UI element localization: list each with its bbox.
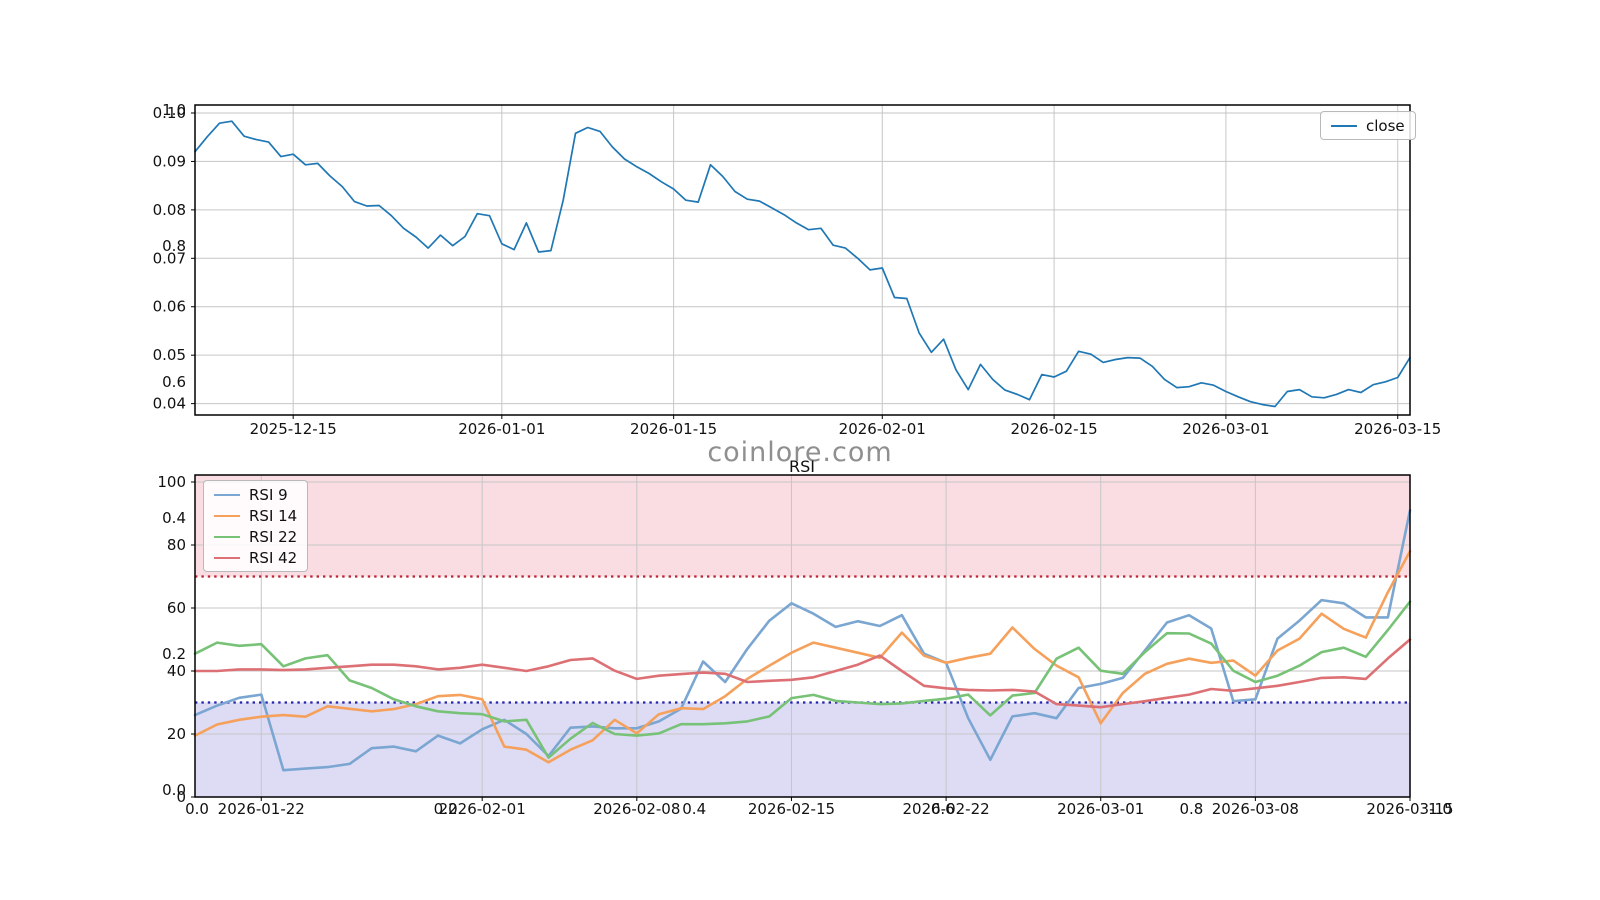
y-tick-label: 40 — [167, 662, 186, 680]
x-tick-label: 2025-12-15 — [250, 420, 337, 438]
x-tick-label: 2026-02-22 — [902, 800, 989, 818]
overlay-axis: 1.0 0.8 0.6 0.4 0.2 0.00.0 0.2 0.4 0.6 0.8 1.0 — [162, 101, 1452, 818]
plot-border — [194, 474, 1411, 798]
legend-row-rsi42: RSI 42 — [214, 547, 297, 568]
plot-border — [194, 104, 1411, 416]
overlay-bottom-label: 0.6 — [931, 800, 955, 818]
rsi-legend: RSI 9 RSI 14 RSI 22 RSI 42 — [203, 480, 309, 572]
y-tick-label: 0.06 — [153, 298, 186, 316]
overlay-bottom-label: 0.2 — [434, 800, 458, 818]
x-tick-label: 2026-01-22 — [218, 800, 305, 818]
x-tick-label: 2026-01-15 — [630, 420, 717, 438]
x-tick-label: 2026-02-08 — [593, 800, 680, 818]
x-tick-label: 2026-02-01 — [839, 420, 926, 438]
legend-row-close: close — [1331, 115, 1405, 136]
y-tick-label: 0.07 — [153, 249, 186, 267]
y-tick-label: 0.04 — [153, 395, 186, 413]
y-tick-label: 0.10 — [153, 104, 186, 122]
x-tick-label: 2026-03-15 — [1354, 420, 1441, 438]
price-legend: close — [1320, 111, 1416, 140]
close-legend-label: close — [1366, 116, 1405, 135]
rsi22-legend-label: RSI 22 — [249, 527, 298, 546]
series-line-rsi-9 — [193, 508, 1412, 772]
series-line-rsi-22 — [193, 600, 1412, 759]
watermark: coinlore.com — [707, 437, 893, 468]
y-tick-label: 80 — [167, 536, 186, 554]
overlay-bottom-label: 0.8 — [1179, 800, 1203, 818]
y-tick-label: 60 — [167, 599, 186, 617]
legend-row-rsi22: RSI 22 — [214, 526, 297, 547]
y-tick-label: 0.08 — [153, 201, 186, 219]
y-tick-label: 100 — [157, 473, 186, 491]
y-tick-label: 0.09 — [153, 152, 186, 170]
overlay-left-label: 1.0 — [162, 101, 186, 119]
overlay-bottom-label: 0.0 — [185, 800, 209, 818]
rsi-chart-title: RSI — [789, 457, 815, 476]
y-tick-label: 20 — [167, 725, 186, 743]
y-tick-label: 0 — [176, 788, 186, 806]
overlay-left-label: 0.2 — [162, 645, 186, 663]
overlay-left-label: 0.6 — [162, 373, 186, 391]
x-tick-label: 2026-02-15 — [748, 800, 835, 818]
rsi-band-overbought-zone — [195, 475, 1410, 577]
legend-row-rsi14: RSI 14 — [214, 505, 297, 526]
x-tick-label: 2026-03-08 — [1212, 800, 1299, 818]
rsi42-line-swatch — [214, 556, 240, 559]
rsi-band-oversold-zone — [195, 702, 1410, 797]
series-line-close — [194, 120, 1411, 408]
x-tick-label: 2026-03-15 — [1366, 800, 1453, 818]
series-line-rsi-14 — [193, 549, 1412, 764]
rsi9-line-swatch — [214, 493, 240, 496]
overlay-bottom-label: 1.0 — [1428, 800, 1452, 818]
rsi22-line-swatch — [214, 535, 240, 538]
rsi42-legend-label: RSI 42 — [249, 548, 298, 567]
x-tick-label: 2026-01-01 — [458, 420, 545, 438]
price-chart: 2025-12-15 2026-01-01 2026-01-15 2026-02-01… — [153, 104, 1442, 438]
x-tick-label: 2026-03-01 — [1182, 420, 1269, 438]
x-tick-label: 2026-02-01 — [439, 800, 526, 818]
rsi-chart: 2026-01-22 2026-02-01 2026-02-08 2026-02-15… — [157, 473, 1453, 818]
x-tick-label: 2026-03-01 — [1057, 800, 1144, 818]
y-tick-label: 0.05 — [153, 346, 186, 364]
x-tick-label: 2026-02-15 — [1010, 420, 1097, 438]
legend-row-rsi9: RSI 9 — [214, 484, 297, 505]
rsi9-legend-label: RSI 9 — [249, 485, 288, 504]
rsi14-legend-label: RSI 14 — [249, 506, 298, 525]
overlay-left-label: 0.0 — [162, 781, 186, 799]
overlay-bottom-label: 0.4 — [682, 800, 706, 818]
series-line-rsi-42 — [193, 638, 1412, 709]
rsi14-line-swatch — [214, 514, 240, 517]
overlay-left-label: 0.8 — [162, 237, 186, 255]
overlay-left-label: 0.4 — [162, 509, 186, 527]
close-line-swatch — [1331, 124, 1357, 127]
